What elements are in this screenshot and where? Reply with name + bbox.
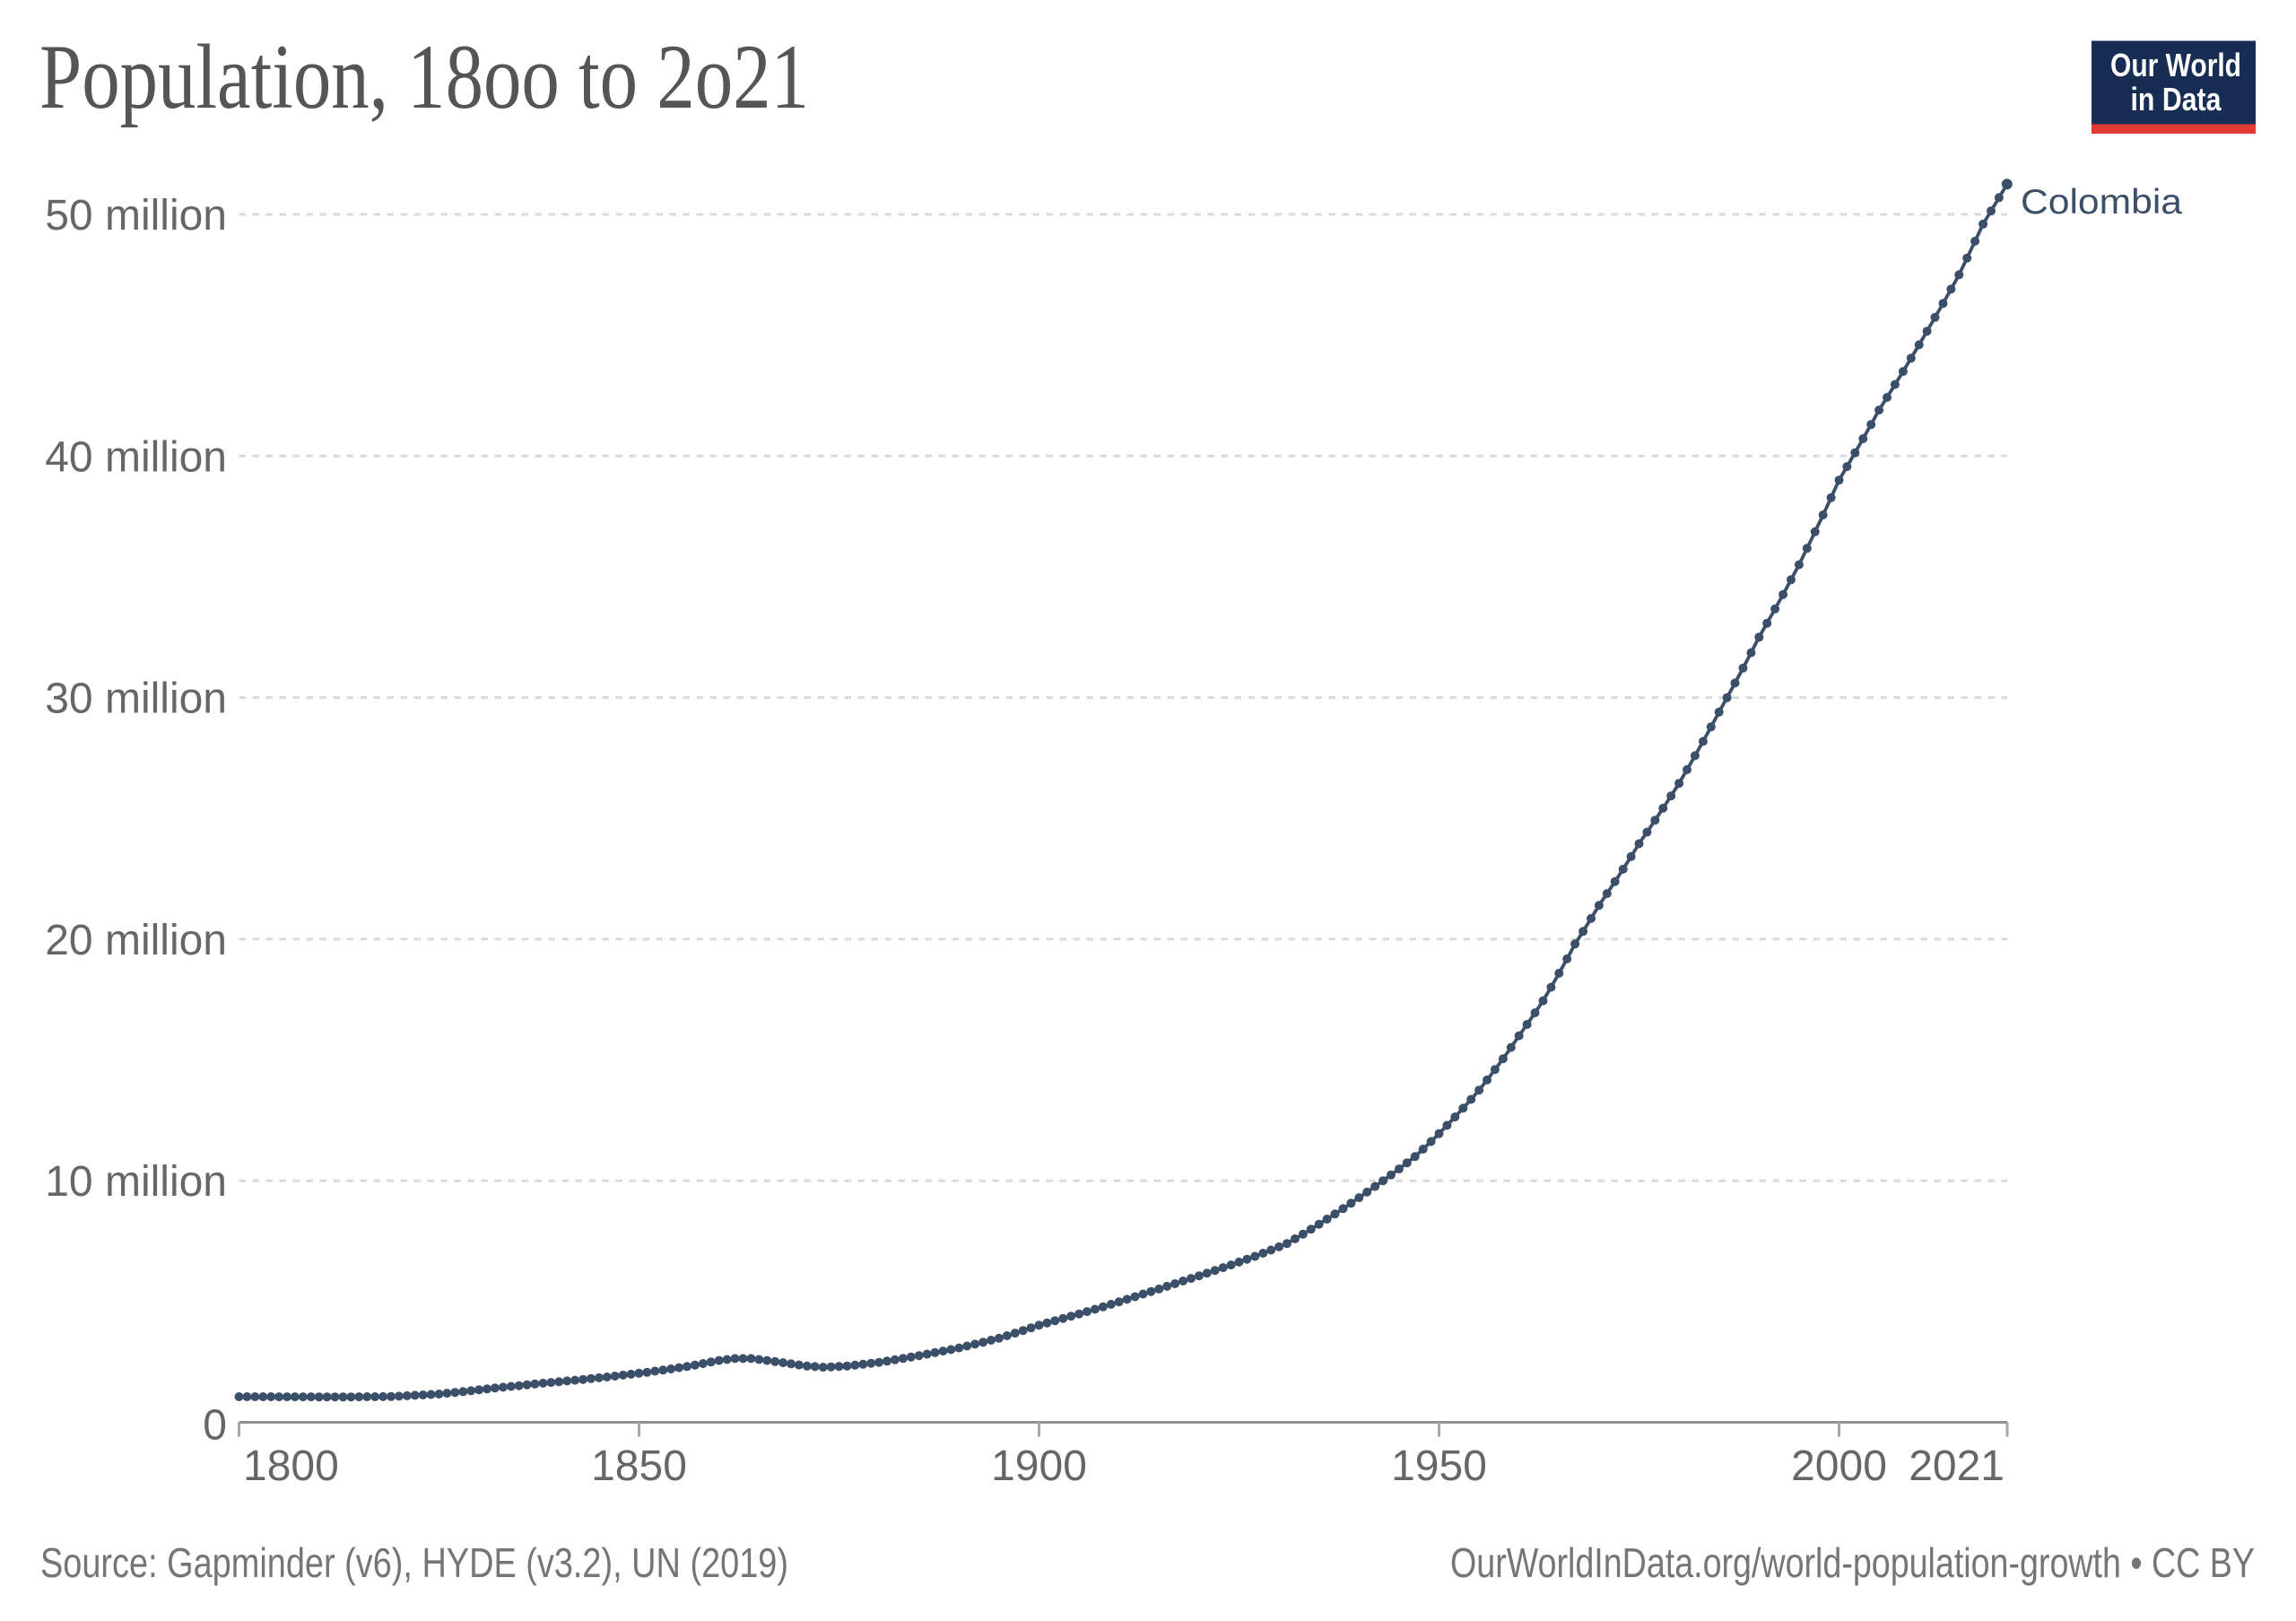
svg-text:OurWorldInData.org/world-popul: OurWorldInData.org/world-population-grow… bbox=[1450, 1539, 2255, 1586]
svg-text:20 million: 20 million bbox=[45, 917, 227, 964]
svg-text:1850: 1850 bbox=[591, 1442, 687, 1490]
svg-text:Source: Gapminder (v6), HYDE (: Source: Gapminder (v6), HYDE (v3.2), UN … bbox=[40, 1539, 788, 1586]
svg-text:Colombia: Colombia bbox=[2021, 183, 2182, 222]
svg-text:0: 0 bbox=[203, 1402, 227, 1450]
svg-text:in Data: in Data bbox=[2131, 81, 2222, 118]
svg-text:1800: 1800 bbox=[243, 1442, 339, 1490]
svg-text:Population, 18oo to 2o21: Population, 18oo to 2o21 bbox=[39, 26, 809, 128]
svg-text:40 million: 40 million bbox=[45, 433, 227, 481]
svg-text:Our World: Our World bbox=[2110, 47, 2241, 83]
svg-text:50 million: 50 million bbox=[45, 192, 227, 240]
svg-text:1900: 1900 bbox=[991, 1442, 1087, 1490]
svg-text:10 million: 10 million bbox=[45, 1158, 227, 1206]
svg-text:2021: 2021 bbox=[1909, 1442, 2005, 1490]
svg-text:30 million: 30 million bbox=[45, 675, 227, 723]
svg-text:2000: 2000 bbox=[1791, 1442, 1887, 1490]
svg-text:1950: 1950 bbox=[1391, 1442, 1487, 1490]
